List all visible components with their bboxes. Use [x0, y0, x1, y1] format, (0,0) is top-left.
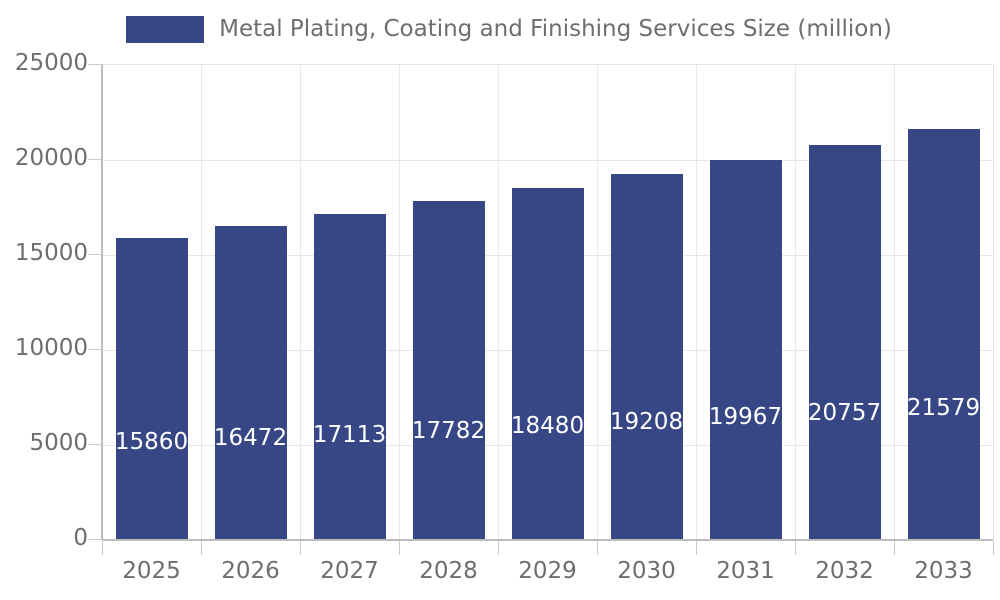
bar[interactable]	[907, 128, 980, 539]
x-axis-tick-mark	[498, 541, 499, 555]
y-axis-tick-label: 25000	[14, 50, 88, 76]
gridline-vertical	[597, 65, 598, 540]
x-axis-tick-label: 2029	[518, 558, 577, 584]
y-axis-tick-label: 10000	[14, 335, 88, 361]
gridline-vertical	[300, 65, 301, 540]
y-axis-tick-mark	[88, 444, 102, 445]
legend-entry[interactable]: Metal Plating, Coating and Finishing Ser…	[126, 15, 892, 43]
gridline-vertical	[201, 65, 202, 540]
y-axis-tick-label: 5000	[29, 430, 88, 456]
gridline-vertical	[498, 65, 499, 540]
bar[interactable]	[313, 213, 386, 539]
x-axis-tick-mark	[894, 541, 895, 555]
y-axis-tick-mark	[88, 539, 102, 540]
gridline-vertical	[795, 65, 796, 540]
y-axis-tick-mark	[88, 159, 102, 160]
y-axis-spine	[101, 64, 103, 540]
y-axis-tick-mark	[88, 254, 102, 255]
x-axis-tick-mark	[993, 541, 994, 555]
y-axis-tick-label: 20000	[14, 145, 88, 171]
bar[interactable]	[709, 159, 782, 539]
gridline-vertical	[894, 65, 895, 540]
x-axis-tick-mark	[795, 541, 796, 555]
x-axis-tick-mark	[399, 541, 400, 555]
chart-legend: Metal Plating, Coating and Finishing Ser…	[0, 0, 1000, 58]
legend-label: Metal Plating, Coating and Finishing Ser…	[219, 15, 892, 42]
bar[interactable]	[412, 201, 485, 539]
x-axis-tick-mark	[597, 541, 598, 555]
bar[interactable]	[115, 237, 188, 539]
x-axis-tick-mark	[201, 541, 202, 555]
gridline-vertical	[696, 65, 697, 540]
x-axis-spine	[102, 539, 993, 541]
bar[interactable]	[511, 187, 584, 539]
gridline-vertical	[399, 65, 400, 540]
x-axis-tick-mark	[102, 541, 103, 555]
x-axis-tick-label: 2032	[815, 558, 874, 584]
x-axis-tick-label: 2027	[320, 558, 379, 584]
y-axis-tick-mark	[88, 349, 102, 350]
x-axis-tick-label: 2028	[419, 558, 478, 584]
bar[interactable]	[610, 174, 683, 539]
x-axis-tick-label: 2026	[221, 558, 280, 584]
y-axis-tick-mark	[88, 64, 102, 65]
bar[interactable]	[214, 226, 287, 539]
x-axis-tick-mark	[696, 541, 697, 555]
x-axis-tick-label: 2030	[617, 558, 676, 584]
gridline-horizontal	[102, 160, 993, 161]
legend-color-swatch	[126, 15, 205, 43]
x-axis-tick-label: 2031	[716, 558, 775, 584]
x-axis-tick-label: 2033	[914, 558, 973, 584]
x-axis-tick-label: 2025	[122, 558, 181, 584]
x-axis-tick-mark	[300, 541, 301, 555]
y-axis-tick-label: 0	[73, 525, 88, 551]
bar[interactable]	[808, 144, 881, 539]
y-axis-tick-label: 15000	[14, 240, 88, 266]
